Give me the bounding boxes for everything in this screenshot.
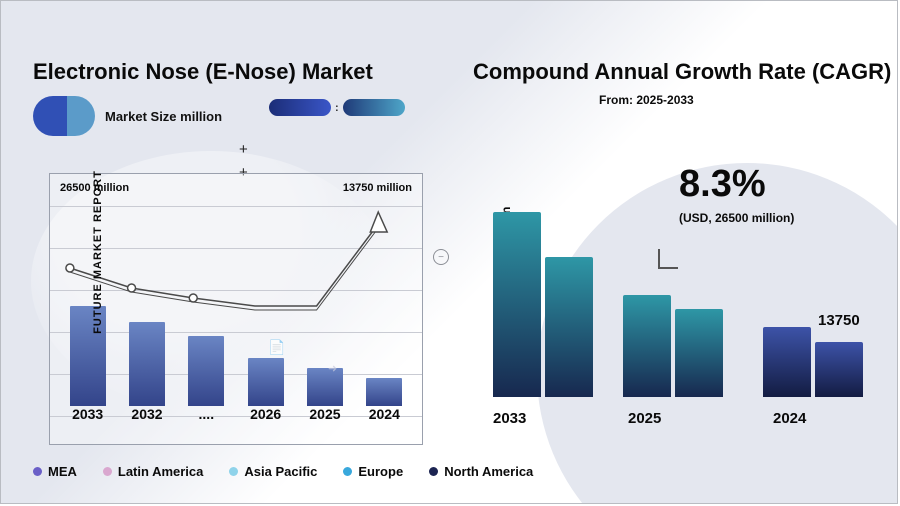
legend-item-asia-pacific[interactable]: Asia Pacific — [229, 464, 317, 479]
mini-pill-separator: : — [335, 102, 339, 114]
market-size-pill-label: Market Size million — [105, 109, 222, 124]
legend-label-north-america: North America — [444, 464, 533, 479]
slide-container: Electronic Nose (E-Nose) Market Market S… — [0, 0, 898, 504]
legend-label-europe: Europe — [358, 464, 403, 479]
collapse-icon[interactable]: − — [433, 249, 449, 265]
mini-pill-legend: : — [269, 99, 405, 116]
bar-2024-series-a[interactable] — [763, 327, 811, 397]
mini-pill-one — [269, 99, 331, 116]
bar-2033-series-a[interactable] — [493, 212, 541, 397]
left-chart-categories: 2033 2032 .... 2026 2025 2024 — [50, 406, 422, 430]
left-chart-container: 26500 million 13750 million — [49, 173, 423, 445]
bar-group-2025 — [623, 295, 723, 397]
category-label: 2024 — [366, 406, 402, 430]
right-chart-container: 2033 2025 2024 13750 — [473, 169, 893, 437]
category-label: 2032 — [129, 406, 165, 430]
legend-item-latin-america[interactable]: Latin America — [103, 464, 204, 479]
bar-2026[interactable] — [248, 358, 284, 406]
market-size-pill-icon — [33, 96, 95, 136]
trend-line-series — [50, 206, 422, 356]
legend-label-asia-pacific: Asia Pacific — [244, 464, 317, 479]
right-chart-year-2024: 2024 — [773, 410, 806, 427]
right-chart-year-2025: 2025 — [628, 410, 661, 427]
category-label: 2025 — [307, 406, 343, 430]
value-label-13750: 13750 — [818, 312, 860, 329]
legend-item-north-america[interactable]: North America — [429, 464, 533, 479]
document-watermark-icon: 📄 — [268, 339, 285, 356]
left-chart-legend: MEA Latin America Asia Pacific Europe No… — [33, 464, 853, 479]
bar-group-2024 — [763, 327, 863, 397]
mini-pill-two — [343, 99, 405, 116]
legend-dot-mea — [33, 467, 42, 476]
arrow-watermark-icon: ➜ — [328, 362, 337, 375]
bar-group-2033 — [493, 212, 593, 397]
category-label: 2026 — [248, 406, 284, 430]
plus-icon-1: + — [239, 141, 248, 158]
market-size-legend: Market Size million — [33, 96, 222, 136]
legend-label-mea: MEA — [48, 464, 77, 479]
right-panel-subtitle: From: 2025-2033 — [599, 93, 694, 107]
legend-item-mea[interactable]: MEA — [33, 464, 77, 479]
bar-2024-series-b[interactable] — [815, 342, 863, 397]
legend-dot-north-america — [429, 467, 438, 476]
chart-top-right-label: 13750 million — [343, 182, 412, 194]
right-chart-year-2033: 2033 — [493, 410, 526, 427]
legend-dot-asia-pacific — [229, 467, 238, 476]
category-label: 2033 — [70, 406, 106, 430]
legend-label-latin-america: Latin America — [118, 464, 204, 479]
bar-2024[interactable] — [366, 378, 402, 406]
bar-2033-series-b[interactable] — [545, 257, 593, 397]
future-market-report-axis-label: FUTURE MARKET REPORT — [92, 137, 104, 367]
bar-2025[interactable] — [307, 368, 343, 406]
right-panel-title: Compound Annual Growth Rate (CAGR) — [473, 59, 891, 85]
left-panel-title: Electronic Nose (E-Nose) Market — [33, 59, 373, 85]
bar-2025-series-b[interactable] — [675, 309, 723, 397]
legend-dot-latin-america — [103, 467, 112, 476]
legend-item-europe[interactable]: Europe — [343, 464, 403, 479]
legend-dot-europe — [343, 467, 352, 476]
category-label: .... — [188, 406, 224, 430]
bar-2025-series-a[interactable] — [623, 295, 671, 397]
